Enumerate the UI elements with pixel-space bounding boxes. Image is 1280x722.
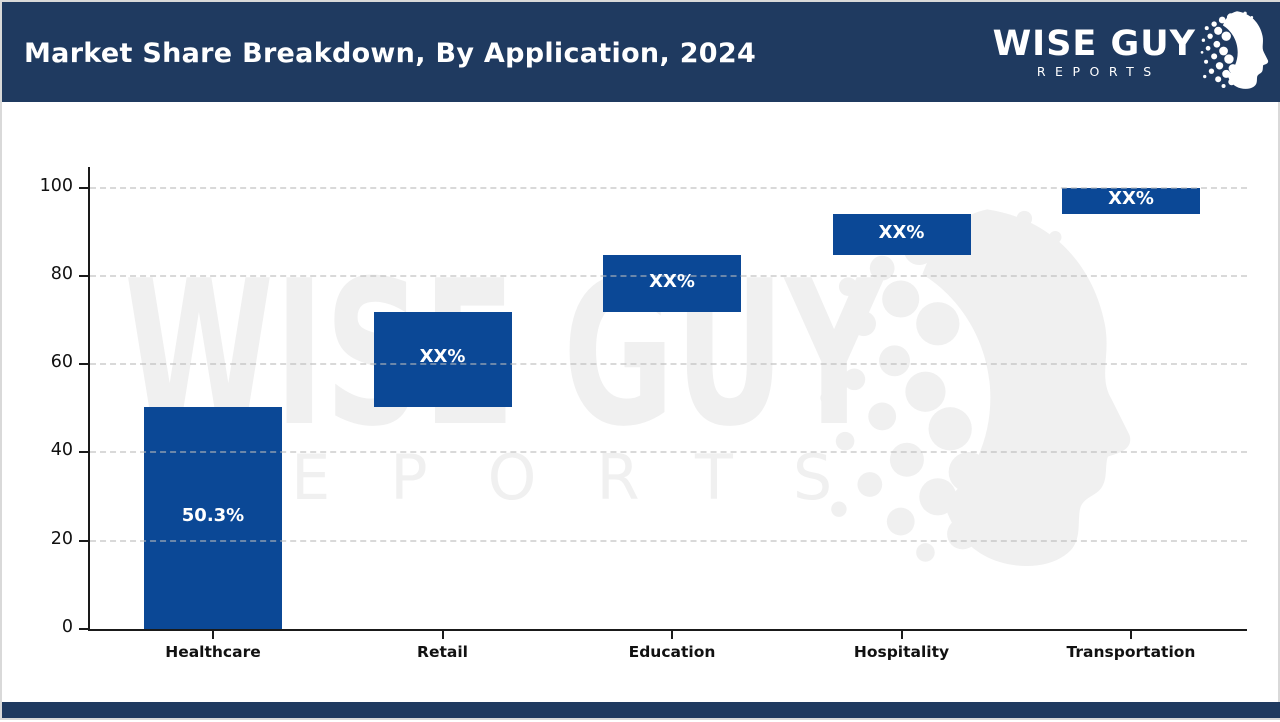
y-tick-label: 60 — [50, 352, 73, 373]
x-category-label: Education — [628, 643, 716, 661]
bar-value-label: XX% — [419, 346, 466, 368]
y-tick-mark — [79, 186, 88, 189]
gridline — [90, 186, 1247, 189]
bar-education — [603, 255, 741, 312]
x-category-label: Healthcare — [165, 643, 261, 661]
bar-retail — [373, 312, 512, 407]
y-tick-label: 40 — [50, 440, 73, 461]
y-tick-label: 100 — [39, 175, 73, 196]
header-bar: Market Share Breakdown, By Application, … — [2, 2, 1280, 102]
bar-hospitality — [832, 214, 971, 256]
x-tick-mark — [1130, 631, 1132, 639]
bar-value-label: XX% — [649, 270, 695, 292]
x-category-label: Transportation — [1066, 643, 1196, 661]
logo-wordmark-line2: REPORTS — [1036, 64, 1161, 79]
x-tick-mark — [441, 631, 444, 639]
logo-wordmark-line1: WISE GUY — [992, 24, 1196, 64]
x-category-label: Hospitality — [853, 643, 950, 661]
y-tick-mark — [79, 628, 88, 630]
bar-value-label: XX% — [1108, 187, 1154, 209]
page-title: Market Share Breakdown, By Application, … — [24, 38, 757, 69]
bar-healthcare — [144, 406, 282, 629]
footer-bar — [2, 702, 1280, 718]
gridline — [90, 363, 1247, 366]
y-tick-label: 0 — [61, 617, 73, 637]
gridline — [90, 451, 1247, 454]
bar-transportation — [1062, 187, 1200, 215]
gridline — [90, 539, 1247, 542]
x-tick-mark — [212, 631, 214, 639]
x-tick-mark — [900, 631, 903, 639]
x-tick-mark — [671, 631, 673, 639]
y-tick-label: 80 — [50, 263, 73, 284]
y-axis-line — [88, 167, 90, 631]
y-tick-mark — [79, 539, 88, 542]
bar-value-label: 50.3% — [181, 504, 245, 526]
x-axis-line — [88, 629, 1247, 631]
watermark-subtext: REPORTS — [188, 441, 893, 514]
y-tick-mark — [79, 451, 88, 454]
y-tick-mark — [79, 274, 88, 277]
brand-logo: WISE GUY REPORTS — [993, 8, 1272, 98]
logo-wordmark: WISE GUY REPORTS — [993, 25, 1196, 81]
gridline — [90, 274, 1247, 277]
bar-value-label: XX% — [878, 221, 925, 243]
y-tick-mark — [79, 363, 88, 366]
y-tick-label: 20 — [50, 528, 73, 549]
logo-face-icon — [1200, 11, 1269, 89]
x-category-label: Retail — [417, 643, 468, 661]
